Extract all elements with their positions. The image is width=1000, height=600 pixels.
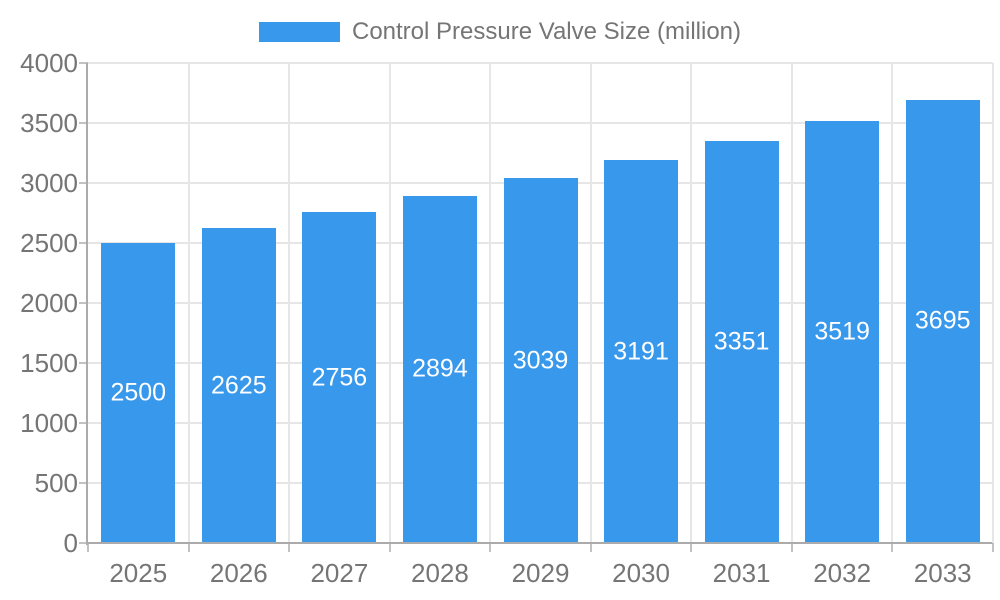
y-axis-label: 0 [63,528,78,558]
bar-value-label: 3695 [914,306,971,335]
bar-value-label: 3191 [613,337,669,366]
y-axis-tick [79,362,88,364]
y-axis-tick [79,302,88,304]
bar-value-label: 2756 [311,363,368,392]
x-gridline [489,63,492,543]
x-axis-tick [992,543,994,552]
x-axis-tick [589,543,592,552]
bar[interactable]: 3351 [704,140,779,543]
x-axis-tick [891,543,894,552]
x-axis-label: 2027 [310,558,369,588]
x-axis-label: 2026 [209,558,268,588]
y-gridline [88,122,993,124]
bar-value-label: 2625 [211,371,267,399]
y-axis-tick [79,482,88,484]
legend-swatch [258,22,340,42]
x-axis-label: 2030 [612,558,670,588]
y-axis-tick [79,122,88,124]
bar-value-label: 2500 [110,378,167,407]
y-axis-tick [79,62,88,64]
bar-value-label: 3519 [814,317,870,346]
bar-value-label: 3351 [713,327,770,356]
y-axis-line [86,63,88,545]
bar[interactable]: 3191 [604,160,679,543]
x-axis-label: 2025 [109,558,168,588]
y-axis-tick [79,242,88,244]
plot-right-border [992,63,994,543]
x-axis-label: 2031 [712,558,771,588]
y-axis-label: 3000 [20,168,78,198]
bar[interactable]: 2500 [101,243,176,543]
y-axis-label: 1500 [20,348,78,378]
bar[interactable]: 2894 [402,195,477,543]
y-axis-label: 3500 [20,108,78,138]
x-axis-tick [87,543,89,552]
x-axis-tick [388,543,391,552]
x-gridline [690,63,693,543]
x-gridline [288,63,291,543]
bar[interactable]: 3039 [503,178,578,543]
y-axis-tick [79,422,88,424]
y-axis-label: 500 [34,468,78,498]
x-axis-label: 2032 [813,558,872,588]
y-axis-label: 2500 [20,228,78,258]
y-axis-tick [79,182,88,184]
bar-value-label: 3039 [512,346,569,375]
x-axis-label: 2033 [913,558,972,588]
x-axis-tick [288,543,291,552]
x-axis-tick [690,543,693,552]
x-gridline [790,63,793,543]
y-axis-label: 1000 [20,408,78,438]
y-axis-label: 4000 [20,48,78,78]
legend-label: Control Pressure Valve Size (million) [351,18,741,45]
x-gridline [891,63,894,543]
bar[interactable]: 3695 [905,99,980,543]
y-axis-tick [79,542,88,544]
x-gridline [187,63,190,543]
y-axis-label: 2000 [20,288,78,318]
x-gridline [388,63,391,543]
bar[interactable]: 2756 [302,212,377,543]
x-axis-tick [790,543,793,552]
x-axis-tick [187,543,190,552]
x-gridline [589,63,592,543]
x-axis-line [86,542,993,544]
x-axis-tick [489,543,492,552]
x-axis-label: 2028 [411,558,469,588]
bar[interactable]: 3519 [805,120,880,543]
x-axis-label: 2029 [511,558,570,588]
bar[interactable]: 2625 [201,228,276,543]
y-gridline [88,62,993,64]
bar-value-label: 2894 [412,354,468,383]
legend[interactable]: Control Pressure Valve Size (million) [0,18,1000,46]
